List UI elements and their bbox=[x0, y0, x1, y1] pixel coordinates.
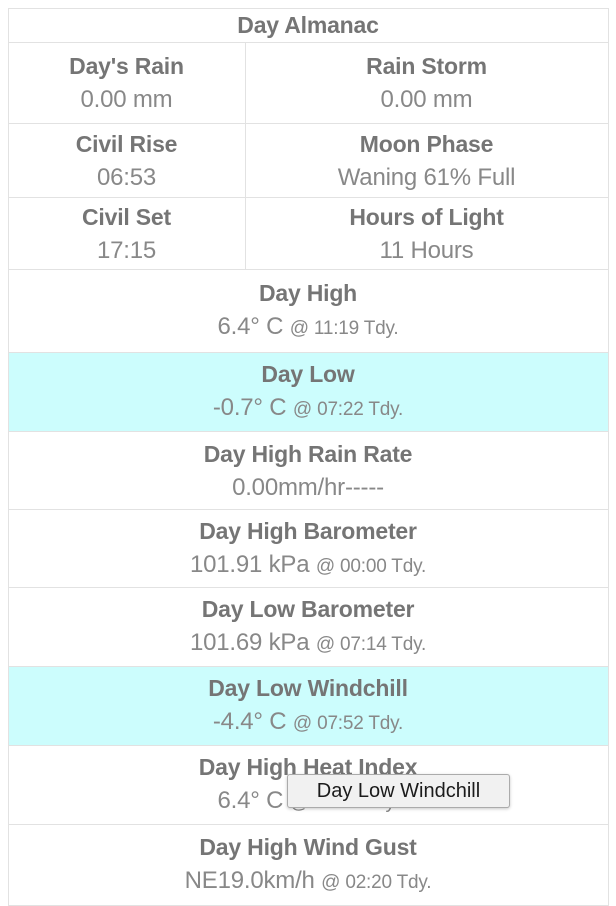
stat-value: 06:53 bbox=[96, 163, 157, 191]
cell-day-high: Day High 6.4° C @ 11:19 Tdy. bbox=[7, 269, 609, 353]
stat-value: 6.4° C bbox=[217, 787, 284, 814]
stat-label: Day Low Barometer bbox=[201, 596, 415, 622]
stat-value: Waning 61% Full bbox=[337, 163, 516, 191]
table-row: Day's Rain 0.00 mm Rain Storm 0.00 mm bbox=[7, 42, 609, 124]
stat-label: Day High Rain Rate bbox=[203, 440, 413, 467]
stat-time: @ 00:00 Tdy. bbox=[315, 555, 427, 577]
almanac-page: Day Almanac Day's Rain 0.00 mm Rain Storm 0.… bbox=[0, 8, 616, 906]
table-row: Day High Wind Gust NE19.0km/h @ 02:20 Tdy… bbox=[7, 824, 609, 906]
stat-value-line: -4.4° C @ 07:52 Tdy. bbox=[9, 705, 608, 741]
cell-day-high-barometer: Day High Barometer 101.91 kPa @ 00:00 Tdy… bbox=[7, 509, 609, 588]
stat-label: Day's Rain bbox=[69, 53, 184, 79]
stat-time: @ 11:19 Tdy. bbox=[289, 318, 399, 339]
stat-value: 0.00 mm bbox=[380, 86, 473, 113]
stat-value: 0.00 mm bbox=[80, 86, 173, 113]
almanac-table-body: Day Almanac Day's Rain 0.00 mm Rain Storm 0.… bbox=[7, 8, 609, 906]
stat-label: Day High bbox=[258, 280, 358, 306]
table-row: Civil Set 17:15 Hours of Light 11 Hours bbox=[7, 197, 609, 270]
cell-day-s-rain: Day's Rain 0.00 mm bbox=[7, 42, 246, 124]
stat-label: Day High Barometer bbox=[199, 517, 417, 544]
stat-label: Civil Set bbox=[82, 203, 171, 230]
almanac-title: Day Almanac bbox=[7, 8, 609, 43]
stat-value: -4.4° C bbox=[212, 708, 287, 735]
stat-time: @ 02:20 Tdy. bbox=[321, 872, 432, 893]
table-row: Day High 6.4° C @ 11:19 Tdy. bbox=[7, 269, 609, 353]
stat-label: Day Low bbox=[261, 361, 355, 387]
stat-label: Day High Wind Gust bbox=[199, 834, 417, 860]
stat-label: Rain Storm bbox=[366, 53, 487, 79]
table-row: Civil Rise 06:53 Moon Phase Waning 61% Full bbox=[7, 123, 609, 198]
stat-value: 101.91 kPa bbox=[189, 550, 310, 578]
cell-day-low: Day Low -0.7° C @ 07:22 Tdy. bbox=[7, 352, 609, 432]
cell-day-low-barometer: Day Low Barometer 101.69 kPa @ 07:14 Tdy. bbox=[7, 587, 609, 667]
almanac-header-row: Day Almanac bbox=[7, 8, 609, 43]
table-row: Day High Barometer 101.91 kPa @ 00:00 Tdy… bbox=[7, 509, 609, 588]
stat-value-line: 0.00mm/hr----- bbox=[9, 471, 608, 505]
day-almanac-table: Day Almanac Day's Rain 0.00 mm Rain Storm 0.… bbox=[7, 8, 609, 906]
stat-value-line: 101.91 kPa @ 00:00 Tdy. bbox=[9, 548, 608, 584]
stat-value-line: 6.4° C @ 11:19 Tdy. bbox=[9, 310, 608, 346]
cell-civil-set: Civil Set 17:15 bbox=[7, 197, 246, 270]
cell-civil-rise: Civil Rise 06:53 bbox=[7, 123, 246, 198]
stat-value-line: -0.7° C @ 07:22 Tdy. bbox=[9, 391, 608, 427]
tooltip-text: Day Low Windchill bbox=[316, 780, 481, 802]
stat-label: Day Low Windchill bbox=[208, 675, 408, 701]
table-row: Day Low Windchill -4.4° C @ 07:52 Tdy. bbox=[7, 666, 609, 746]
stat-time: @ 07:22 Tdy. bbox=[292, 399, 404, 420]
stat-label: Civil Rise bbox=[75, 130, 178, 157]
table-row: Day Low Barometer 101.69 kPa @ 07:14 Tdy. bbox=[7, 587, 609, 667]
stat-value-line: 101.69 kPa @ 07:14 Tdy. bbox=[9, 626, 608, 662]
stat-value-line: NE19.0km/h @ 02:20 Tdy. bbox=[9, 864, 608, 900]
stat-value: 11 Hours bbox=[379, 236, 474, 264]
stat-time: @ 07:14 Tdy. bbox=[315, 634, 427, 655]
stat-value: 17:15 bbox=[96, 236, 157, 264]
stat-time: @ 07:52 Tdy. bbox=[292, 713, 404, 734]
cell-day-high-rain-rate: Day High Rain Rate 0.00mm/hr----- bbox=[7, 431, 609, 510]
cell-rain-storm: Rain Storm 0.00 mm bbox=[244, 42, 609, 124]
tooltip: Day Low Windchill bbox=[287, 774, 510, 808]
cell-moon-phase: Moon Phase Waning 61% Full bbox=[244, 123, 609, 198]
table-row: Day Low -0.7° C @ 07:22 Tdy. bbox=[7, 352, 609, 432]
stat-value: NE19.0km/h bbox=[184, 867, 315, 894]
cell-day-low-windchill: Day Low Windchill -4.4° C @ 07:52 Tdy. bbox=[7, 666, 609, 746]
cell-day-high-wind-gust: Day High Wind Gust NE19.0km/h @ 02:20 Tdy… bbox=[7, 824, 609, 906]
stat-value: 0.00mm/hr----- bbox=[232, 473, 384, 501]
table-row: Day High Rain Rate 0.00mm/hr----- bbox=[7, 431, 609, 510]
cell-hours-of-light: Hours of Light 11 Hours bbox=[244, 197, 609, 270]
stat-label: Hours of Light bbox=[349, 203, 504, 230]
stat-value: -0.7° C bbox=[212, 394, 287, 421]
stat-value: 6.4° C bbox=[217, 313, 284, 340]
stat-value: 101.69 kPa bbox=[189, 629, 310, 656]
stat-label: Moon Phase bbox=[359, 130, 494, 157]
